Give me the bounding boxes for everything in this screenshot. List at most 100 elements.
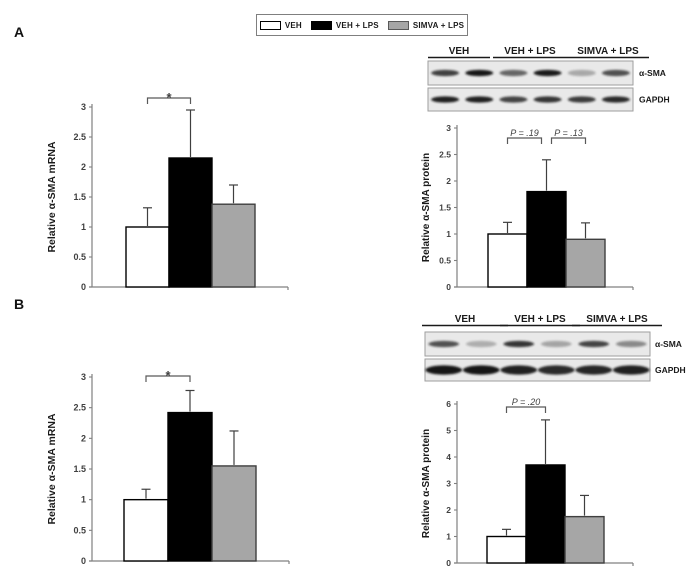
bar-veh [123,498,169,562]
protein-band [503,340,535,348]
bar-veh [125,226,170,288]
blot-strip-sma [427,60,634,86]
lane-label-veh: VEH [455,314,476,325]
y-tick-label: 2.5 [73,132,86,142]
legend: VEH VEH + LPS SIMVA + LPS [256,14,468,36]
chart-b-protein-bar-chart: 0 1 2 3 4 5 6 Relative α-SMA protein P = .20 [412,394,680,575]
y-tick-label: 1 [446,229,451,239]
y-tick-label: 2 [446,505,451,515]
y-tick-label: 2.5 [439,150,451,160]
protein-band [431,69,460,77]
legend-label-simva-lps: SIMVA + LPS [412,20,465,30]
significance-label: P = .13 [554,128,582,138]
legend-swatch-veh-lps [310,20,332,30]
significance-label: * [165,368,171,383]
protein-band [612,365,650,375]
blot-row-label-sma: α-SMA [639,68,666,78]
protein-band [601,69,630,77]
bar-veh [486,535,527,564]
protein-band [428,340,460,348]
protein-band [499,96,528,103]
y-axis-title: Relative α-SMA mRNA [46,413,58,525]
legend-label-veh: VEH [284,20,302,30]
y-tick-label: 0.5 [73,252,86,262]
y-axis-title: Relative α-SMA protein [421,429,432,538]
y-tick-label: 2.5 [73,403,86,413]
protein-band [533,69,562,77]
y-tick-label: 3 [81,372,86,382]
b-protein-svg: 0 1 2 3 4 5 6 Relative α-SMA protein P = .20 [421,397,634,568]
y-tick-label: 1.5 [73,192,86,202]
blot-row-label-sma: α-SMA [655,339,682,349]
y-tick-label: 1 [81,222,86,232]
y-tick-label: 0.5 [439,256,451,266]
western-blot-b: VEH VEH + LPS SIMVA + LPS α-SMA GAPDH [412,310,699,393]
protein-band [537,365,575,375]
blot-strip-sma [424,331,651,357]
y-tick-label: 6 [446,399,451,409]
western-blot-a: VEH VEH + LPS SIMVA + LPS α-SMA GAPDH [412,42,699,125]
chart-a-mrna-bar-chart: 0 0.5 1 1.5 2 2.5 3 Relative α-SMA mRNA * [40,58,308,303]
blot-strip-gapdh [427,87,634,112]
y-tick-label: 0 [446,558,451,568]
panel-b-label: B [14,296,25,312]
blot-row-label-gapdh: GAPDH [655,365,686,375]
protein-band [540,340,572,348]
protein-band [465,340,497,348]
protein-band [567,96,596,103]
protein-band [465,69,494,77]
lane-label-veh-lps: VEH + LPS [514,314,566,325]
y-tick-label: 4 [446,452,451,462]
blot-row-label-gapdh: GAPDH [639,95,670,105]
y-tick-label: 3 [446,123,451,133]
protein-band [601,96,630,103]
legend-item-veh-lps: VEH + LPS [310,20,379,30]
bar-simva-lps [211,465,257,562]
significance-label: P = .19 [510,128,538,138]
bar-veh-lps [525,464,566,564]
significance-bracket [505,406,547,413]
y-tick-label: 2 [81,433,86,443]
y-tick-label: 5 [446,426,451,436]
y-axis-title: Relative α-SMA mRNA [46,141,58,253]
y-tick-label: 0.5 [73,525,86,535]
protein-band [578,340,610,348]
y-tick-label: 0 [446,282,451,292]
significance-label: P = .20 [512,397,540,407]
protein-band [615,340,647,348]
a-protein-svg: 0 0.5 1 1.5 2 2.5 3 Relative α-SMA protein P = .… [421,123,634,292]
blot-a-svg: VEH VEH + LPS SIMVA + LPS α-SMA GAPDH [427,46,670,112]
bar-veh-lps [168,157,213,288]
bar-simva-lps [211,203,256,288]
y-tick-label: 2 [446,176,451,186]
chart-a-protein-bar-chart: 0 0.5 1 1.5 2 2.5 3 Relative α-SMA protein P = .… [412,120,680,301]
protein-band [465,96,494,103]
protein-band [431,96,460,103]
y-tick-label: 1 [81,495,86,505]
y-tick-label: 0 [81,282,86,292]
legend-swatch-veh [259,20,281,30]
lane-label-simva-lps: SIMVA + LPS [577,46,639,57]
significance-label: * [166,90,172,105]
y-tick-label: 1.5 [73,464,86,474]
protein-band [575,365,613,375]
bar-veh-lps [167,411,213,562]
y-tick-label: 2 [81,162,86,172]
legend-item-veh: VEH [259,20,302,30]
bar-veh-lps [526,190,567,288]
protein-band [567,69,596,77]
lane-label-simva-lps: SIMVA + LPS [586,314,648,325]
y-tick-label: 1 [446,532,451,542]
lane-label-veh-lps: VEH + LPS [504,46,556,57]
y-axis-title: Relative α-SMA protein [421,153,432,262]
lane-label-veh: VEH [449,46,470,57]
significance-bracket [146,97,192,104]
bar-simva-lps [564,515,605,564]
b-mrna-svg: 0 0.5 1 1.5 2 2.5 3 Relative α-SMA mRNA * [46,368,290,566]
panel-a-label: A [14,24,25,40]
y-tick-label: 3 [446,479,451,489]
bar-simva-lps [565,238,606,288]
protein-band [499,69,528,77]
legend-swatch-simva-lps [387,20,409,30]
